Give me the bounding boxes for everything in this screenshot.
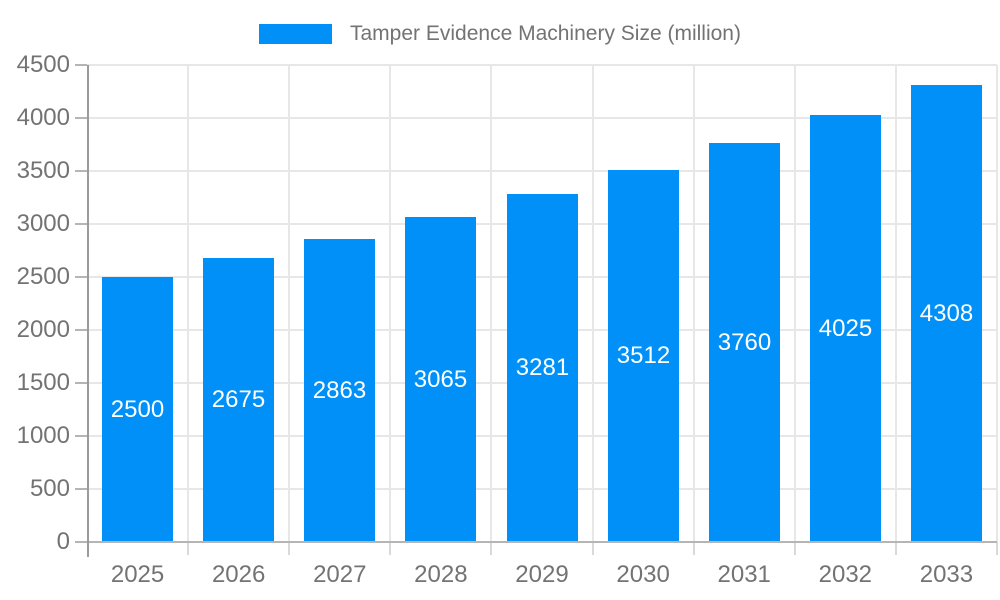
- x-axis-label-2026: 2026: [211, 561, 266, 588]
- y-tick-4500: [75, 64, 87, 66]
- y-tick-1000: [75, 435, 87, 437]
- y-axis-label-4500: 4500: [16, 51, 70, 78]
- x-tick-6: [693, 542, 695, 555]
- x-axis-label-2030: 2030: [616, 561, 670, 588]
- y-axis-label-3000: 3000: [16, 210, 70, 237]
- y-tick-2000: [75, 329, 87, 331]
- bar-value-label-2032: 4025: [818, 314, 873, 342]
- x-axis-label-2027: 2027: [313, 561, 367, 588]
- y-tick-2500: [75, 276, 87, 278]
- bar-2032[interactable]: 4025: [810, 115, 881, 542]
- gridline-x-boundary-4: [490, 65, 492, 542]
- legend-color-swatch: [259, 24, 332, 44]
- bar-value-label-2029: 3281: [515, 354, 570, 381]
- x-tick-5: [592, 542, 594, 555]
- x-tick-7: [794, 542, 796, 555]
- y-axis-label-2500: 2500: [16, 263, 70, 290]
- x-axis-label-2033: 2033: [919, 561, 974, 588]
- y-axis-label-0: 0: [56, 528, 70, 555]
- gridline-y-3500: [87, 170, 997, 172]
- y-axis-label-2000: 2000: [16, 316, 70, 343]
- y-axis-label-4000: 4000: [16, 104, 70, 131]
- y-tick-3500: [75, 170, 87, 172]
- gridline-y-4500: [87, 64, 997, 66]
- gridline-x-boundary-7: [794, 65, 796, 542]
- y-tick-1500: [75, 382, 87, 384]
- gridline-x-boundary-2: [288, 65, 290, 542]
- y-axis-line: [87, 65, 89, 557]
- bar-value-label-2031: 3760: [717, 328, 772, 356]
- gridline-x-boundary-6: [693, 65, 695, 542]
- gridline-x-boundary-1: [187, 65, 189, 542]
- bar-2030[interactable]: 3512: [608, 170, 679, 542]
- plot-area: 2500 2675 2863 3065 3281 3512 3760 4025 4308: [87, 64, 998, 557]
- bar-value-label-2028: 3065: [413, 365, 468, 393]
- y-tick-0: [75, 541, 87, 543]
- chart-legend[interactable]: Tamper Evidence Machinery Size (million): [0, 21, 1000, 47]
- gridline-x-boundary-8: [895, 65, 897, 542]
- bar-2027[interactable]: 2863: [304, 239, 375, 542]
- y-axis-label-1000: 1000: [16, 422, 70, 449]
- bar-value-label-2025: 2500: [110, 395, 165, 423]
- x-axis-label-2029: 2029: [515, 561, 569, 588]
- x-tick-4: [490, 542, 492, 555]
- bar-2031[interactable]: 3760: [709, 143, 780, 542]
- gridline-x-boundary-5: [592, 65, 594, 542]
- x-axis-label-2031: 2031: [717, 561, 771, 588]
- x-axis-label-2025: 2025: [110, 561, 165, 588]
- bar-value-label-2033: 4308: [919, 299, 974, 327]
- bar-2029[interactable]: 3281: [507, 194, 578, 542]
- bar-2025[interactable]: 2500: [102, 277, 173, 542]
- bar-2026[interactable]: 2675: [203, 258, 274, 542]
- y-tick-4000: [75, 117, 87, 119]
- bar-2033[interactable]: 4308: [911, 85, 982, 542]
- legend-label: Tamper Evidence Machinery Size (million): [350, 22, 741, 45]
- x-tick-9: [996, 542, 998, 555]
- x-tick-8: [895, 542, 897, 555]
- gridline-x-boundary-3: [389, 65, 391, 542]
- x-tick-1: [187, 542, 189, 555]
- gridline-y-4000: [87, 117, 997, 119]
- bar-value-label-2026: 2675: [211, 386, 266, 413]
- y-axis-label-500: 500: [29, 475, 70, 502]
- y-tick-3000: [75, 223, 87, 225]
- bar-value-label-2030: 3512: [616, 342, 671, 369]
- x-axis-line: [87, 541, 997, 543]
- bar-value-label-2027: 2863: [312, 376, 367, 404]
- y-axis-label-1500: 1500: [16, 369, 70, 396]
- y-tick-500: [75, 488, 87, 490]
- x-tick-2: [288, 542, 290, 555]
- x-axis-label-2028: 2028: [414, 561, 468, 588]
- x-tick-3: [389, 542, 391, 555]
- x-axis-label-2032: 2032: [818, 561, 873, 588]
- y-axis-label-3500: 3500: [16, 157, 70, 184]
- bar-2028[interactable]: 3065: [405, 217, 476, 542]
- gridline-x-boundary-9: [996, 65, 998, 542]
